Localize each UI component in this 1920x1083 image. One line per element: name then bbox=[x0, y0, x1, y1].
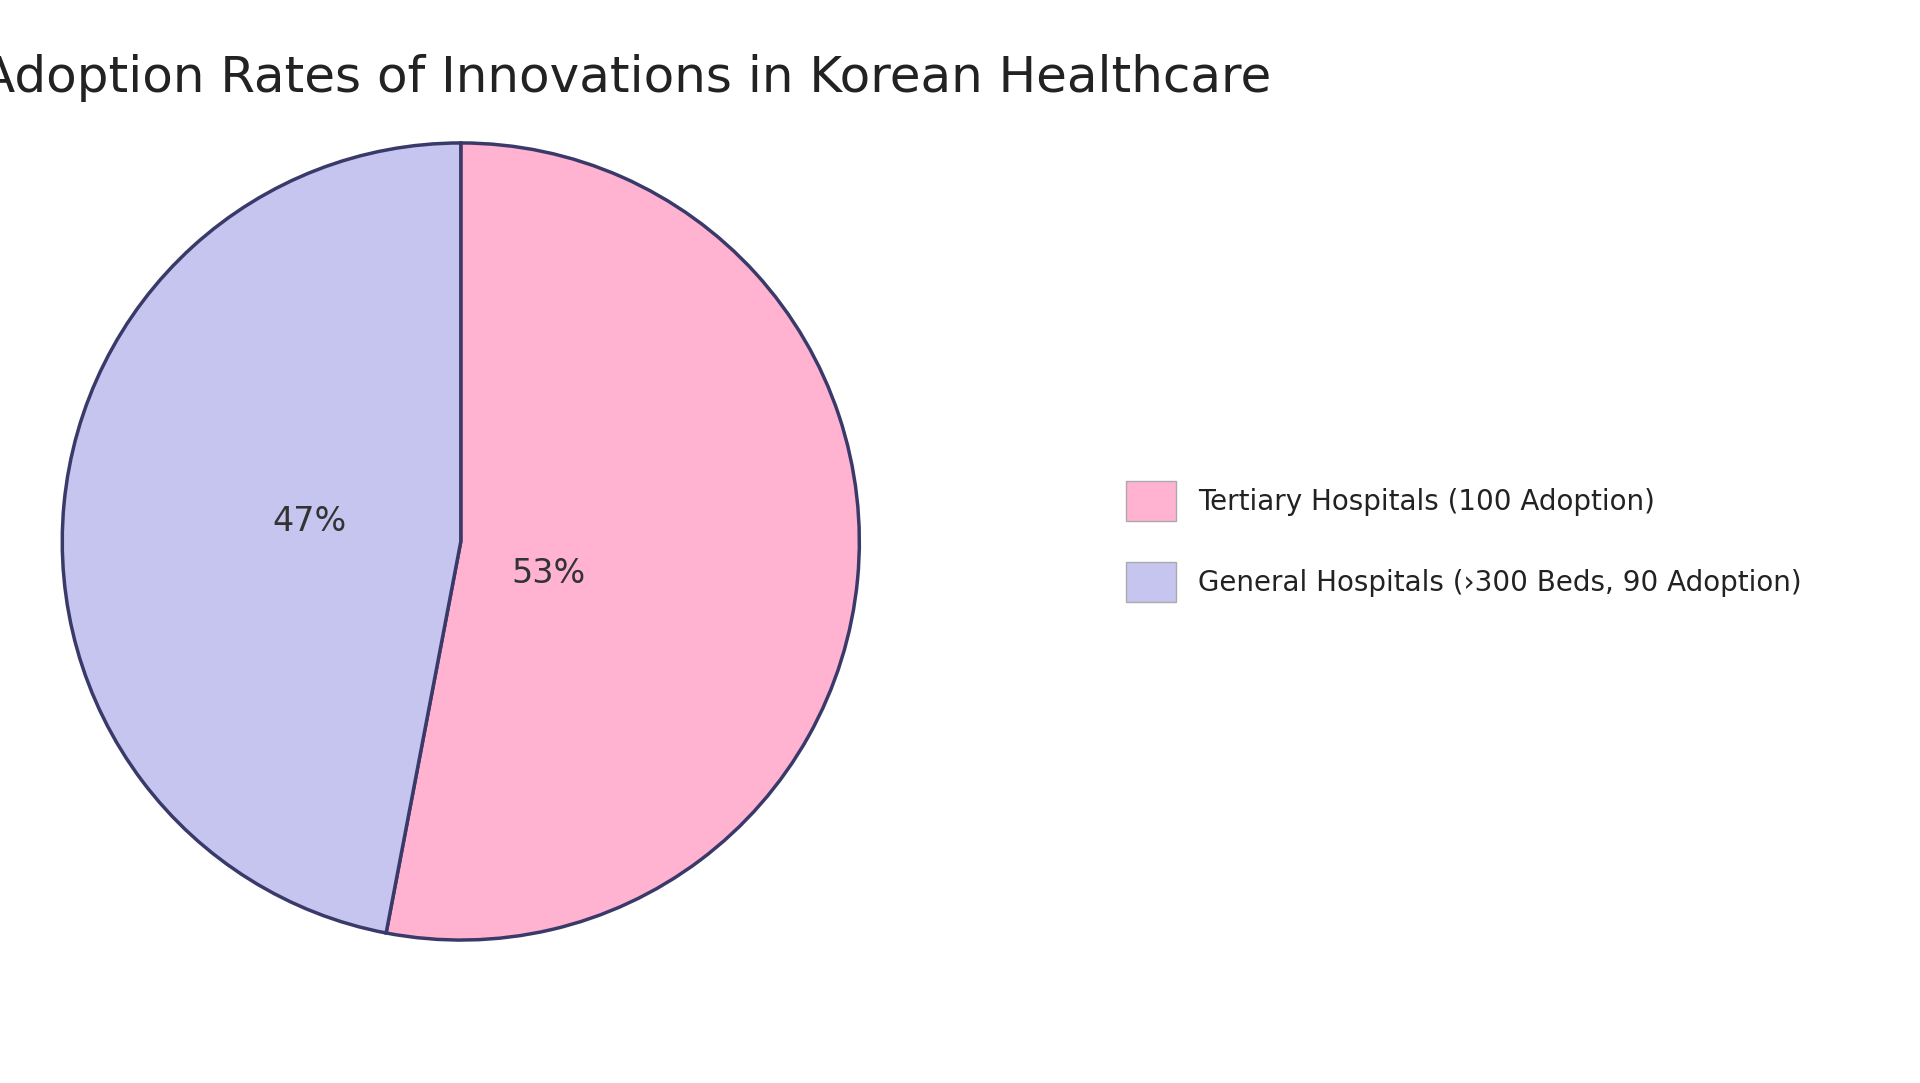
Text: 53%: 53% bbox=[511, 557, 586, 590]
Wedge shape bbox=[61, 143, 461, 932]
Wedge shape bbox=[386, 143, 860, 940]
Text: Adoption Rates of Innovations in Korean Healthcare: Adoption Rates of Innovations in Korean … bbox=[0, 54, 1271, 102]
Legend: Tertiary Hospitals (100 Adoption), General Hospitals (›300 Beds, 90 Adoption): Tertiary Hospitals (100 Adoption), Gener… bbox=[1098, 454, 1830, 629]
Text: 47%: 47% bbox=[273, 505, 346, 538]
